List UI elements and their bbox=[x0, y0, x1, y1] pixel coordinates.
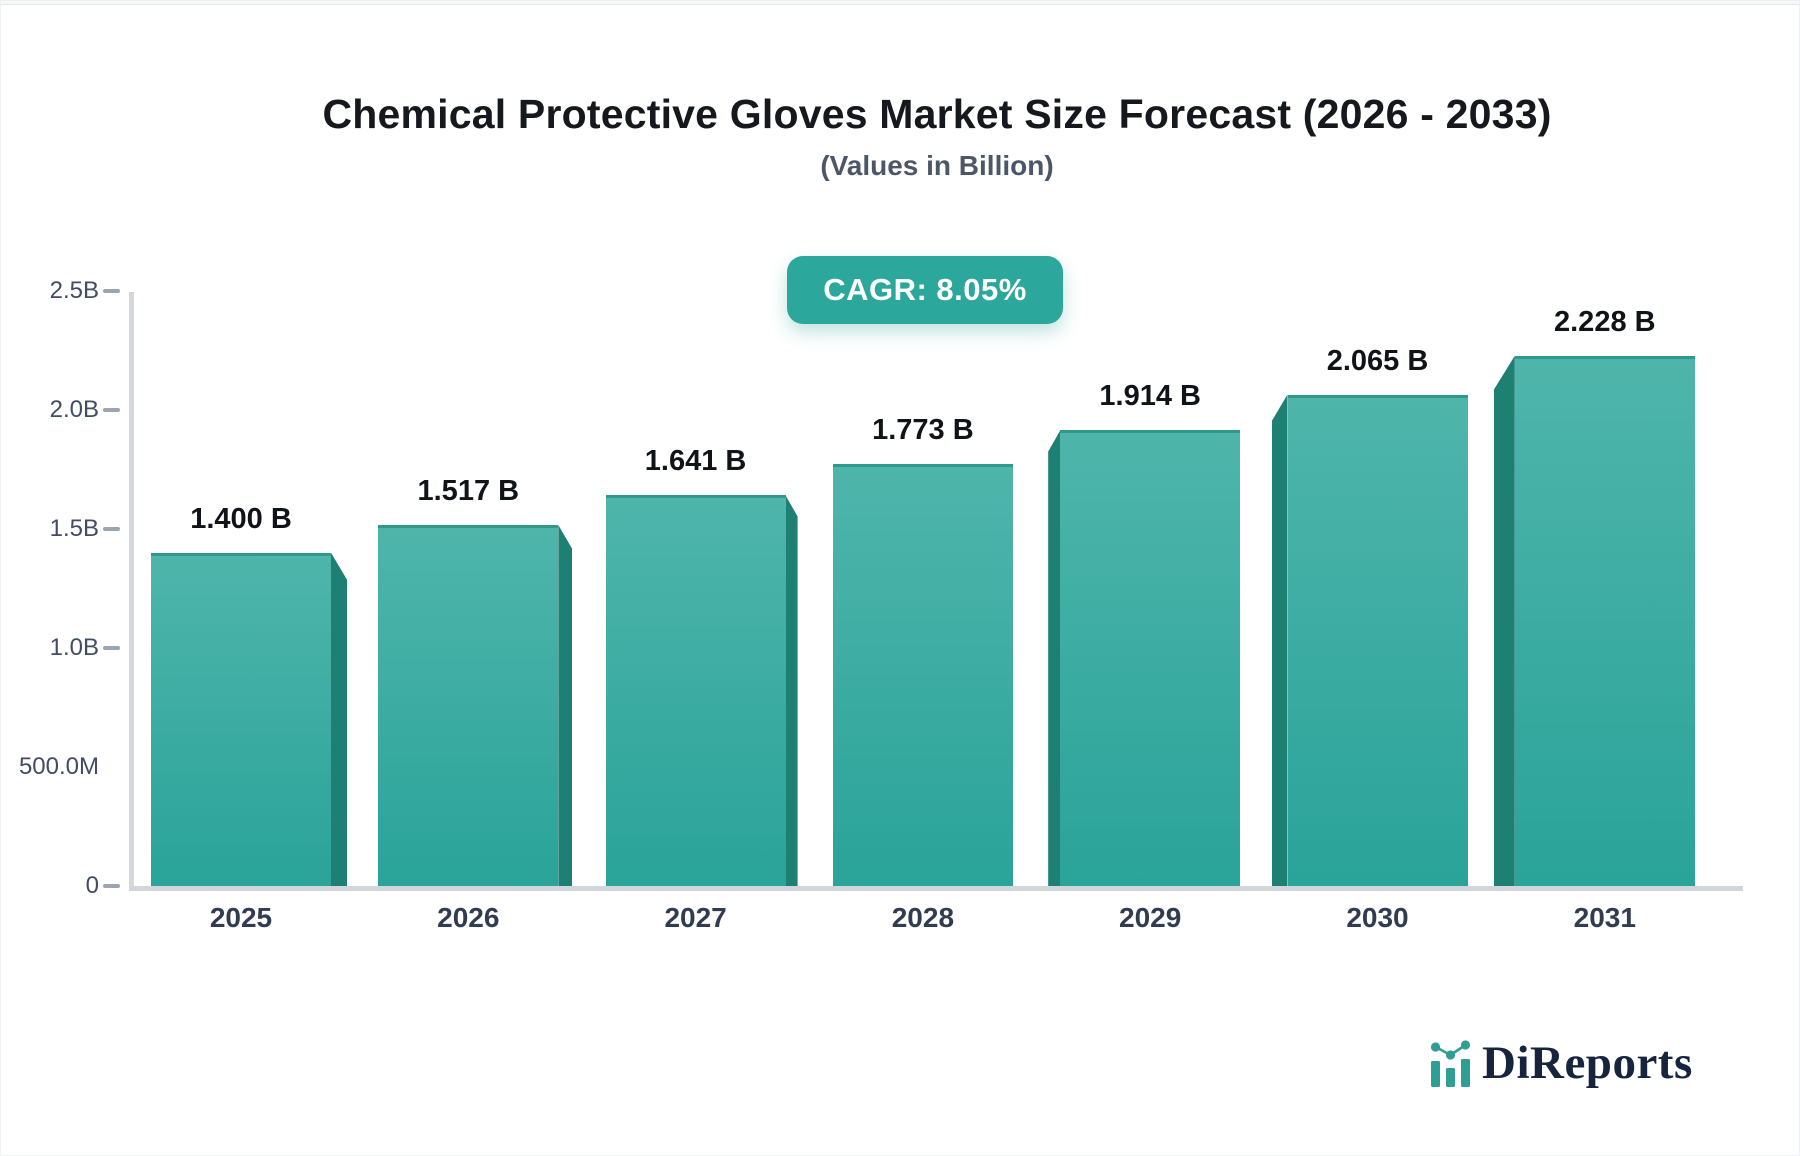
bar bbox=[605, 495, 786, 886]
y-axis-tick bbox=[103, 646, 120, 650]
y-axis-label: 2.0B bbox=[49, 396, 99, 423]
brand-logo: DiReports bbox=[1429, 1037, 1693, 1087]
chart-title: Chemical Protective Gloves Market Size F… bbox=[322, 91, 1552, 137]
bar-value-label: 1.400 B bbox=[190, 502, 292, 535]
bar-side-panel bbox=[1271, 394, 1288, 886]
chart-subtitle: (Values in Billion) bbox=[820, 150, 1054, 182]
brand-name: DiReports bbox=[1482, 1037, 1693, 1089]
bar-side-panel bbox=[331, 552, 347, 886]
bar-side-panel bbox=[785, 495, 798, 886]
bar bbox=[1287, 394, 1468, 886]
y-axis-label: 1.0B bbox=[49, 634, 99, 661]
bar-value-label: 1.914 B bbox=[1099, 380, 1201, 413]
bar-value-label: 2.065 B bbox=[1326, 344, 1429, 377]
y-axis-label: 1.5B bbox=[49, 515, 99, 542]
bar-line-chart-icon bbox=[1430, 1040, 1471, 1087]
x-axis-label: 2030 bbox=[1346, 902, 1409, 933]
bar bbox=[832, 464, 1013, 886]
chart-header: Chemical Protective Gloves Market Size F… bbox=[131, 91, 1743, 182]
x-axis-label: 2025 bbox=[209, 902, 273, 933]
y-axis-tick bbox=[103, 289, 120, 293]
bar-side-panel bbox=[1493, 355, 1515, 886]
bar bbox=[1060, 430, 1241, 886]
y-axis-line bbox=[129, 292, 134, 889]
x-axis-label: 2031 bbox=[1573, 902, 1636, 933]
y-axis-label: 500.0M bbox=[18, 753, 99, 780]
top-border-strip bbox=[1, 1, 1799, 5]
bar-side-panel bbox=[1048, 430, 1061, 886]
y-axis-tick bbox=[103, 527, 120, 531]
bar-value-label: 1.641 B bbox=[644, 445, 747, 478]
y-axis-label: 2.5B bbox=[49, 277, 99, 304]
y-axis-tick bbox=[103, 408, 120, 412]
x-axis-label: 2028 bbox=[891, 902, 955, 933]
x-axis-label: 2027 bbox=[664, 902, 727, 933]
bar bbox=[1514, 355, 1695, 886]
y-axis-tick bbox=[103, 884, 120, 888]
bar-side-panel bbox=[558, 524, 573, 886]
bar bbox=[151, 552, 331, 886]
y-axis-label: 0 bbox=[85, 872, 99, 899]
bar-value-label: 1.517 B bbox=[417, 474, 520, 507]
bar bbox=[378, 524, 559, 886]
x-axis-label: 2026 bbox=[437, 902, 500, 933]
x-axis-label: 2029 bbox=[1119, 902, 1182, 933]
cagr-badge: CAGR: 8.05% bbox=[787, 256, 1063, 324]
bar-value-label: 1.773 B bbox=[872, 414, 974, 447]
x-axis-line bbox=[129, 886, 1743, 891]
bar-value-label: 2.228 B bbox=[1554, 305, 1656, 338]
